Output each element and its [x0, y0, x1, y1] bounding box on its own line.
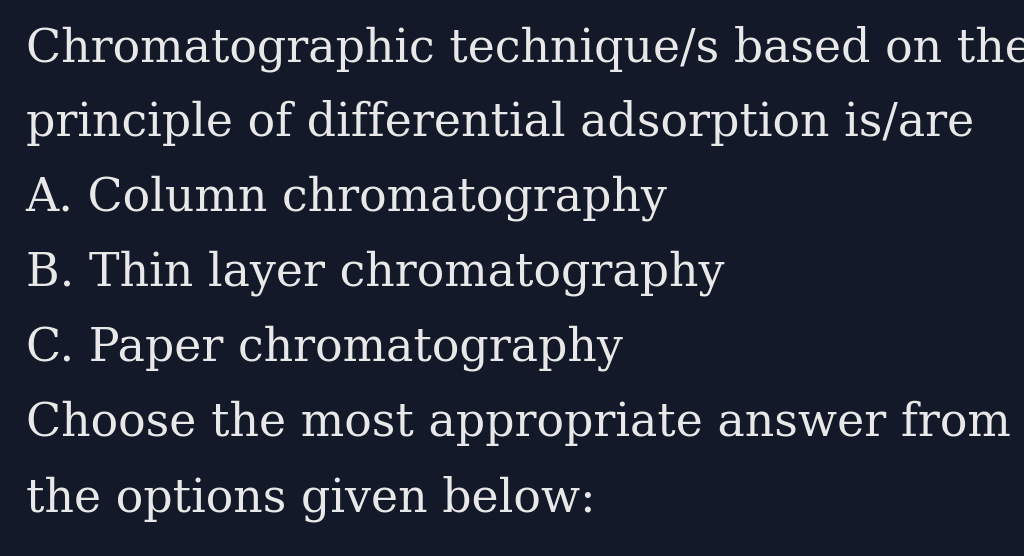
- Text: Choose the most appropriate answer from: Choose the most appropriate answer from: [26, 400, 1011, 445]
- Text: the options given below:: the options given below:: [26, 475, 595, 522]
- Text: B. Thin layer chromatography: B. Thin layer chromatography: [26, 250, 724, 296]
- Text: A. Column chromatography: A. Column chromatography: [26, 175, 668, 221]
- Text: C. Paper chromatography: C. Paper chromatography: [26, 325, 623, 371]
- Text: principle of differential adsorption is/are: principle of differential adsorption is/…: [26, 100, 974, 146]
- Text: Chromatographic technique/s based on the: Chromatographic technique/s based on the: [26, 25, 1024, 72]
